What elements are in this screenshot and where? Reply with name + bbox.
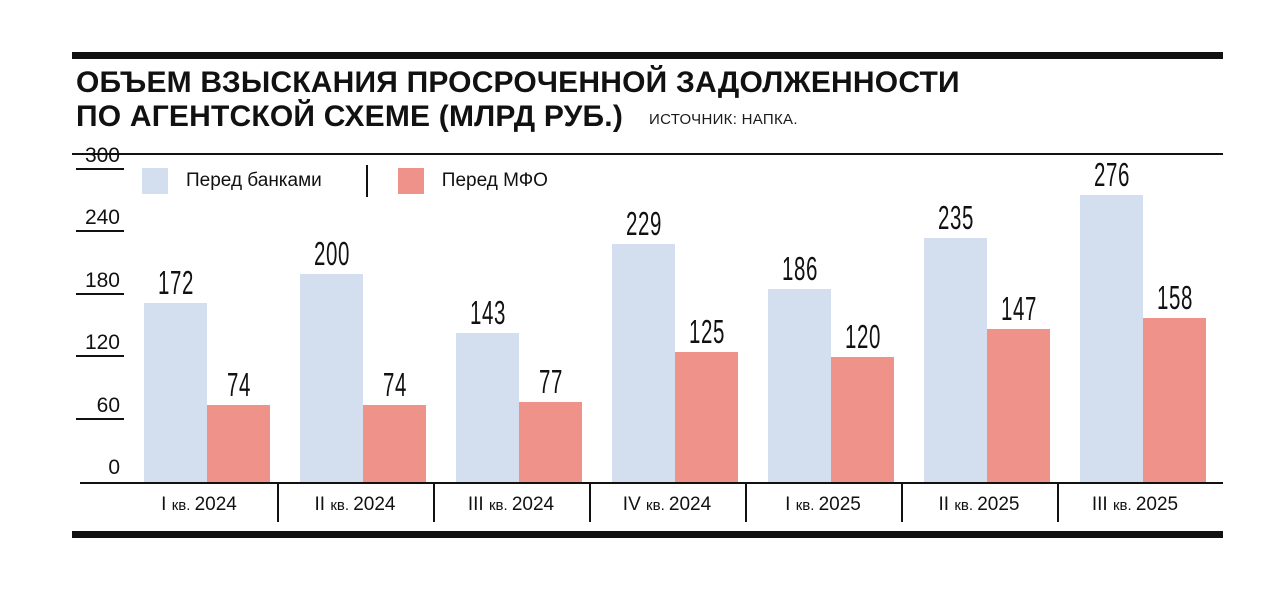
header-divider-rule (72, 153, 1223, 155)
x-axis-separator (277, 482, 279, 522)
legend-swatch-banks-icon (142, 168, 168, 194)
page-title-line-1: ОБЪЕМ ВЗЫСКАНИЯ ПРОСРОЧЕННОЙ ЗАДОЛЖЕННОС… (76, 66, 960, 99)
x-axis-category-label: I кв. 2025 (785, 494, 861, 515)
bar-group: 172 74 (131, 170, 287, 482)
y-axis-tick-label: 120 (84, 331, 120, 355)
legend-label-banks: Перед банками (186, 170, 322, 191)
source-attribution: ИСТОЧНИК: НАПКА. (649, 111, 798, 128)
bar-groups: 172 74 200 74 143 77 229 125 186 120 235 147 276 158 (131, 158, 1223, 482)
bar-value-label: 77 (538, 362, 563, 400)
bar-banks[interactable]: 276 (1080, 158, 1143, 482)
y-axis-tick: 240 (72, 206, 124, 233)
title-block: ОБЪЕМ ВЗЫСКАНИЯ ПРОСРОЧЕННОЙ ЗАДОЛЖЕННОС… (76, 66, 1216, 134)
bar-group: 235 147 (911, 170, 1067, 482)
bar-mfo[interactable]: 125 (675, 315, 738, 482)
bar-value-label: 172 (157, 264, 194, 302)
x-axis-separator (1057, 482, 1059, 522)
chart-legend: Перед банками Перед МФО (142, 165, 548, 197)
x-axis-category-label: III кв. 2024 (467, 494, 555, 515)
x-axis-category-label: II кв. 2025 (938, 494, 1020, 515)
bar-value-label: 235 (937, 198, 974, 236)
y-axis-tick-label: 240 (84, 206, 120, 230)
legend-item-mfo[interactable]: Перед МФО (397, 168, 548, 194)
bar-banks[interactable]: 186 (768, 252, 831, 482)
bar-value-label: 200 (313, 235, 350, 272)
legend-label-mfo: Перед МФО (441, 170, 548, 191)
x-axis-category-label: IV кв. 2024 (622, 494, 712, 515)
bar-banks[interactable]: 172 (144, 266, 207, 482)
y-axis-tick-label: 60 (96, 393, 120, 417)
bar-value-label: 186 (781, 249, 818, 287)
bar-value-label: 229 (625, 204, 662, 242)
bar-value-label: 158 (1156, 278, 1193, 316)
y-axis-tick-rule (76, 355, 124, 358)
x-axis-categories: I кв. 2024 II кв. 2024 III кв. 2024 IV кв. … (72, 482, 1223, 531)
legend-item-banks[interactable]: Перед банками (142, 168, 322, 194)
x-axis-separator (433, 482, 435, 522)
bar-group: 276 158 (1067, 158, 1223, 482)
bar-mfo[interactable]: 74 (363, 368, 426, 482)
x-axis-baseline (80, 482, 1223, 484)
bar-banks[interactable]: 200 (300, 237, 363, 482)
bar-mfo[interactable]: 74 (207, 368, 270, 482)
bar-value-label: 120 (844, 318, 881, 356)
x-axis-category-label: I кв. 2024 (161, 494, 237, 515)
bar-value-label: 74 (226, 366, 251, 404)
bar-mfo[interactable]: 158 (1143, 281, 1206, 482)
bar-banks[interactable]: 143 (456, 296, 519, 482)
bar-value-label: 276 (1093, 155, 1130, 193)
bar-value-label: 125 (688, 313, 725, 350)
legend-swatch-mfo-icon (397, 168, 424, 194)
y-axis-tick-rule (76, 292, 124, 295)
x-axis-separator (745, 482, 747, 522)
x-axis-separator (589, 482, 591, 522)
y-axis-tick-label: 180 (84, 268, 120, 292)
x-axis-category-label: II кв. 2024 (314, 494, 396, 515)
y-axis-tick-label: 300 (84, 144, 120, 167)
y-axis-tick-rule (76, 168, 124, 170)
y-axis-tick: 120 (72, 331, 124, 358)
y-axis-ticks: 300 240 180 120 60 0 (72, 144, 130, 482)
y-axis-tick: 180 (72, 269, 124, 295)
y-axis-tick: 60 (72, 394, 124, 420)
x-axis-category-label: III кв. 2025 (1091, 494, 1179, 515)
page-title-line-2: ПО АГЕНТСКОЙ СХЕМЕ (МЛРД РУБ.) (76, 100, 624, 133)
bar-banks[interactable]: 229 (612, 207, 675, 482)
y-axis-tick: 300 (72, 144, 124, 170)
top-rule (72, 52, 1223, 59)
bar-value-label: 143 (469, 294, 506, 332)
bar-group: 186 120 (755, 170, 911, 482)
bar-group: 200 74 (287, 170, 443, 482)
bar-mfo[interactable]: 77 (519, 365, 582, 482)
title-row-2: ПО АГЕНТСКОЙ СХЕМЕ (МЛРД РУБ.) ИСТОЧНИК:… (76, 100, 1216, 134)
bar-mfo[interactable]: 120 (831, 320, 894, 482)
bar-value-label: 147 (1000, 290, 1037, 328)
y-axis-tick-rule (76, 417, 124, 420)
bar-group: 143 77 (443, 170, 599, 482)
bar-value-label: 74 (382, 366, 407, 404)
bar-banks[interactable]: 235 (924, 201, 987, 482)
legend-divider (365, 165, 368, 197)
y-axis-tick-label: 0 (108, 456, 120, 479)
x-axis-separator (901, 482, 903, 522)
plot-area: 300 240 180 120 60 0 172 74 200 74 143 77 229 125 186… (72, 144, 1223, 484)
bottom-rule (72, 531, 1223, 538)
bar-group: 229 125 (599, 170, 755, 482)
y-axis-tick: 0 (72, 456, 124, 482)
y-axis-tick-rule (76, 230, 124, 233)
bar-mfo[interactable]: 147 (987, 292, 1050, 482)
